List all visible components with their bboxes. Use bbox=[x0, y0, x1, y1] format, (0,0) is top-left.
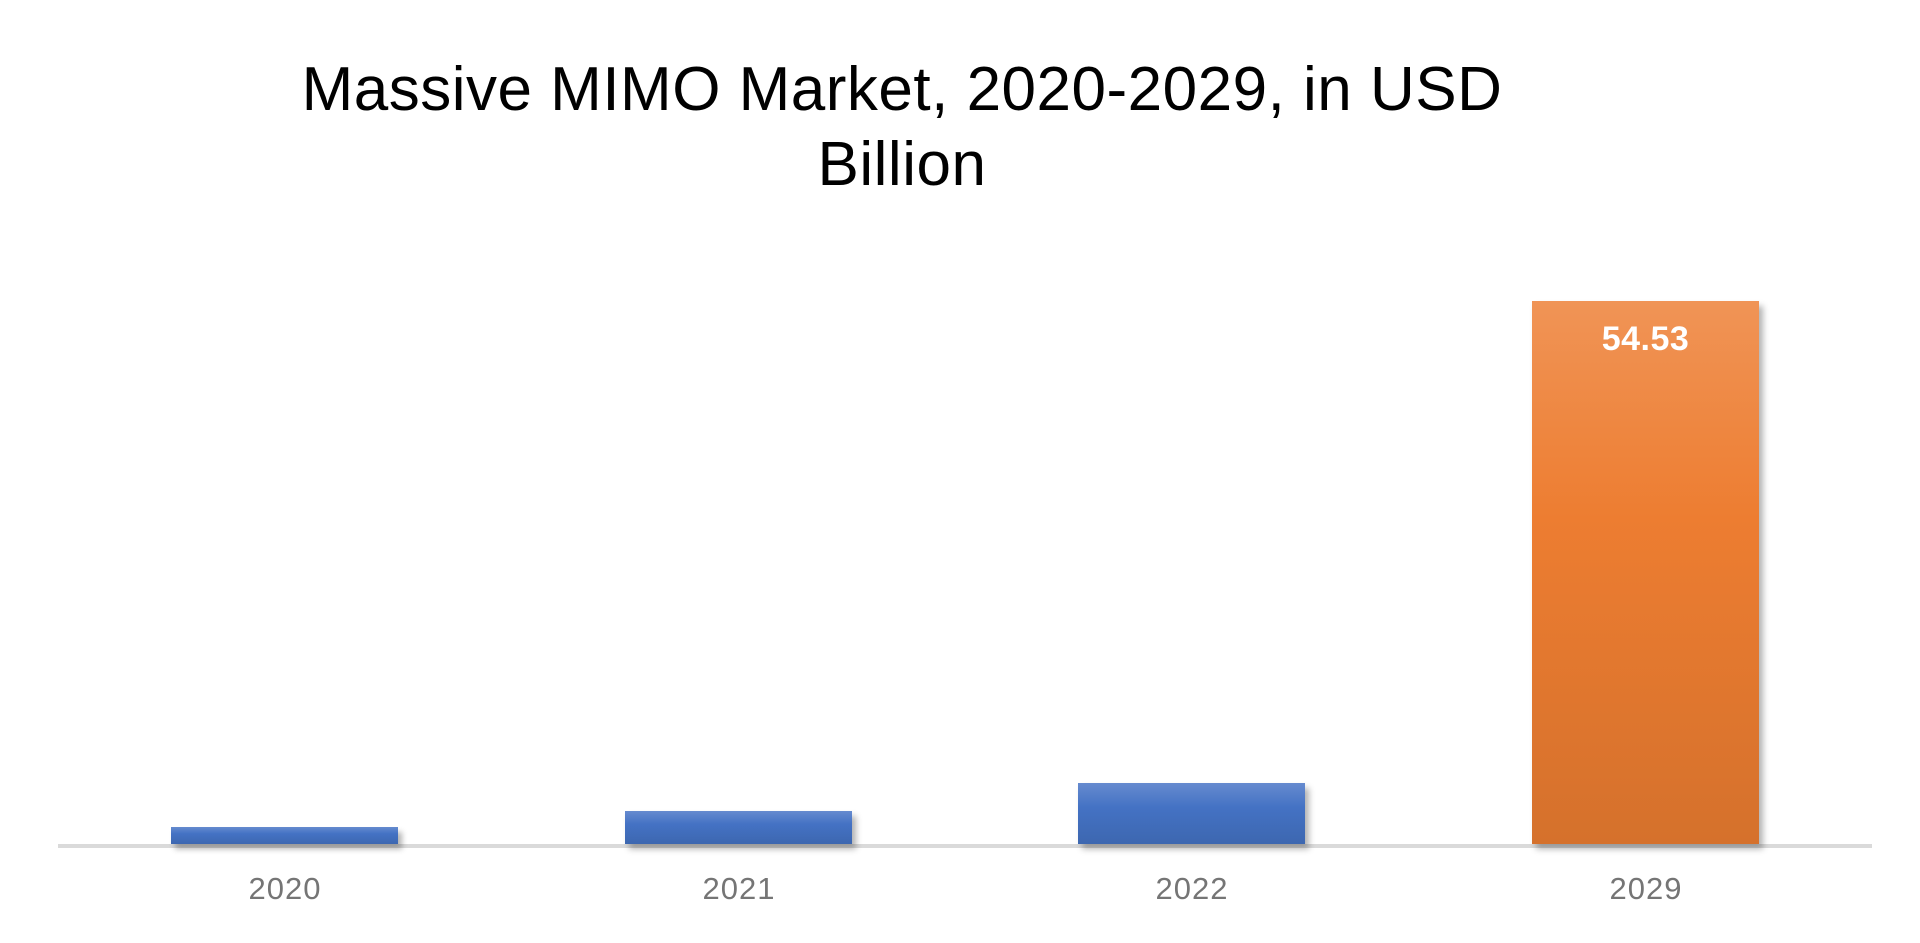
x-axis-line bbox=[58, 844, 1872, 848]
data-label-2029: 54.53 bbox=[1601, 320, 1690, 358]
x-tick-label-2021: 2021 bbox=[702, 871, 776, 906]
chart-title-line-2: Billion bbox=[817, 130, 987, 199]
bar-2020 bbox=[171, 827, 398, 844]
chart-title-line-1: Massive MIMO Market, 2020-2029, in USD bbox=[301, 55, 1503, 124]
x-tick-label-2022: 2022 bbox=[1155, 871, 1229, 906]
bar-2029: 54.53 bbox=[1532, 301, 1759, 844]
chart-title: Massive MIMO Market, 2020-2029, in USD B… bbox=[202, 52, 1602, 202]
x-tick-label-2020: 2020 bbox=[248, 871, 322, 906]
bar-2022 bbox=[1078, 783, 1305, 844]
bar-2021 bbox=[625, 811, 852, 844]
x-tick-label-2029: 2029 bbox=[1609, 871, 1683, 906]
